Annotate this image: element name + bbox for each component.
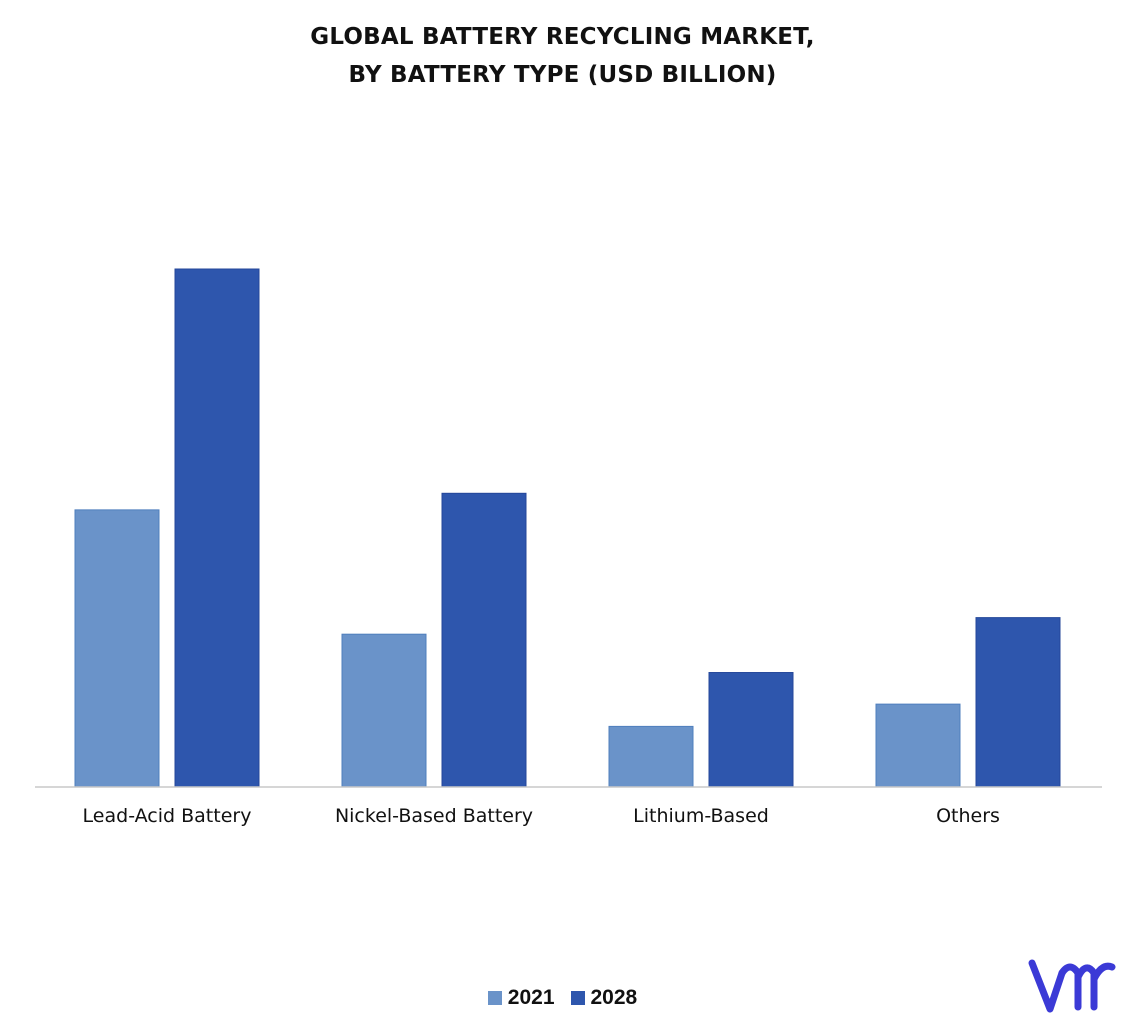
chart-subtitle: BY BATTERY TYPE (USD BILLION) — [348, 62, 777, 88]
category-labels: Lead-Acid Battery Nickel-Based Battery Lit… — [83, 805, 1000, 827]
bar-2028-lithium-based — [708, 672, 794, 788]
category-label-others: Others — [936, 805, 1000, 827]
bar-2021-nickel-based-battery — [341, 633, 427, 788]
bar-2021-lead-acid-battery — [74, 509, 160, 788]
legend: 2021 2028 — [0, 986, 1125, 1010]
bar-2028-others — [975, 617, 1061, 788]
legend-swatch-2021 — [487, 991, 502, 1005]
legend-label-2028: 2028 — [590, 986, 638, 1009]
legend-item-2021: 2021 — [487, 986, 555, 1010]
legend-item-2028: 2028 — [570, 986, 638, 1010]
vmr-logo-icon — [1028, 959, 1116, 1013]
chart-title-block: GLOBAL BATTERY RECYCLING MARKET, BY BATT… — [0, 18, 1125, 94]
category-label-lead-acid-battery: Lead-Acid Battery — [83, 805, 252, 827]
category-label-lithium-based: Lithium-Based — [633, 805, 769, 827]
category-label-nickel-based-battery: Nickel-Based Battery — [335, 805, 533, 827]
bar-2021-others — [875, 703, 961, 788]
bar-2021-lithium-based — [608, 725, 694, 788]
bars-group — [74, 268, 1061, 788]
bar-2028-lead-acid-battery — [174, 268, 260, 788]
bar-2028-nickel-based-battery — [441, 492, 527, 788]
legend-label-2021: 2021 — [507, 986, 555, 1009]
legend-swatch-2028 — [570, 991, 585, 1005]
chart-title: GLOBAL BATTERY RECYCLING MARKET, — [310, 24, 815, 50]
